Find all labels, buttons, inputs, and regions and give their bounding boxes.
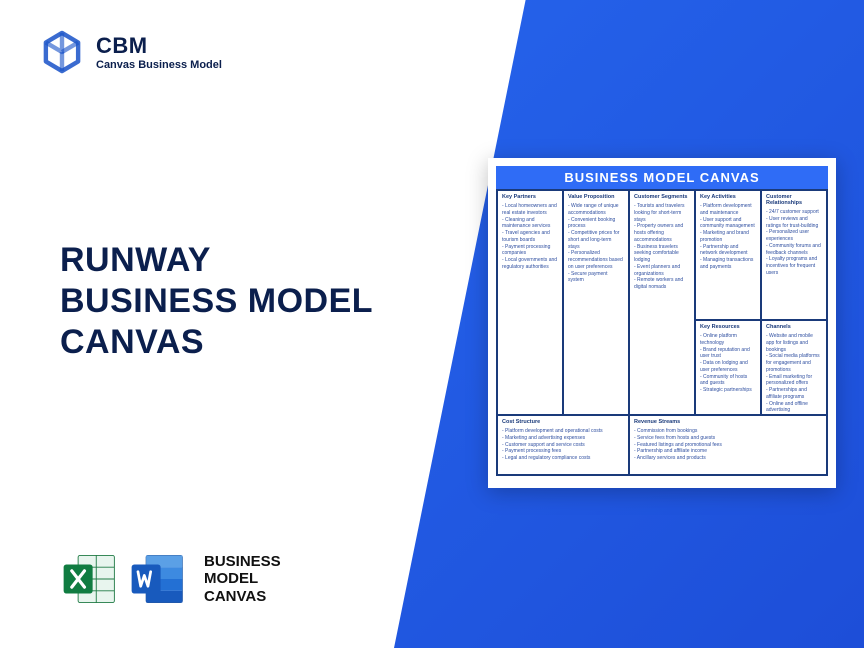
logo-abbr: CBM: [96, 33, 222, 59]
logo-full: Canvas Business Model: [96, 59, 222, 71]
logo: CBM Canvas Business Model: [40, 30, 222, 74]
cell-key-resources: Key Resources - Online platform technolo…: [695, 320, 761, 415]
main-title: RUNWAY BUSINESS MODEL CANVAS: [60, 240, 420, 362]
kp-body: - Local homeowners and real estate inves…: [502, 203, 558, 271]
canvas-grid: Key Partners - Local homeowners and real…: [496, 189, 828, 476]
title-line3: CANVAS: [60, 323, 204, 361]
title-line1: RUNWAY: [60, 241, 211, 279]
cell-cust-rel: Customer Relationships - 24/7 customer s…: [761, 190, 827, 320]
cell-channels: Channels - Website and mobile app for li…: [761, 320, 827, 415]
cell-revenue: Revenue Streams - Commission from bookin…: [629, 415, 827, 475]
canvas-preview: BUSINESS MODEL CANVAS Key Partners - Loc…: [488, 158, 836, 488]
title-line2: BUSINESS MODEL: [60, 282, 373, 320]
word-icon: [128, 550, 186, 608]
cell-cust-seg: Customer Segments - Tourists and travele…: [629, 190, 695, 415]
excel-icon: [60, 550, 118, 608]
cbm-logo-icon: [40, 30, 84, 74]
cell-key-partners: Key Partners - Local homeowners and real…: [497, 190, 563, 415]
canvas-header: BUSINESS MODEL CANVAS: [496, 166, 828, 189]
format-icons: BUSINESS MODEL CANVAS: [60, 550, 281, 608]
cell-cost: Cost Structure - Platform development an…: [497, 415, 629, 475]
format-label: BUSINESS MODEL CANVAS: [204, 553, 281, 605]
cell-value-prop: Value Proposition - Wide range of unique…: [563, 190, 629, 415]
cell-key-activities: Key Activities - Platform development an…: [695, 190, 761, 320]
